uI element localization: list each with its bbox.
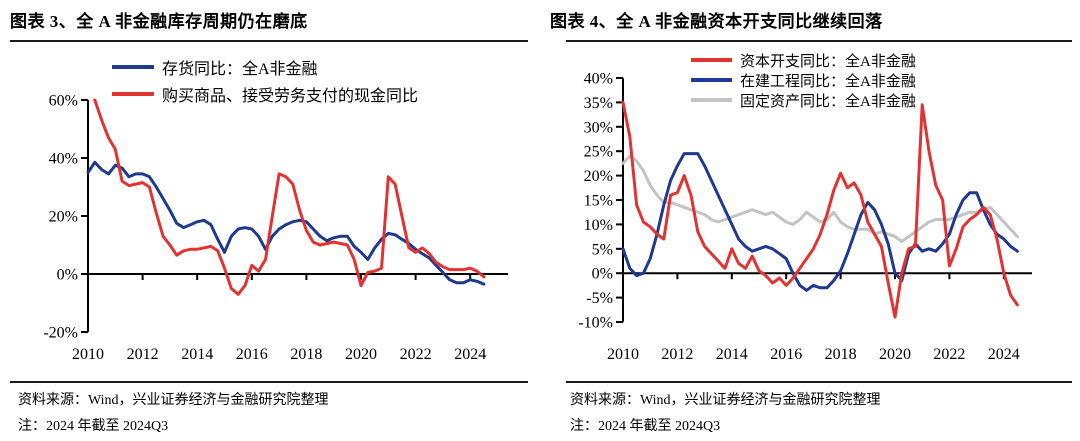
x-axis-tick-label: 2018 (290, 346, 322, 363)
x-axis-tick-label: 2024 (454, 346, 486, 363)
x-axis-tick-label: 2022 (400, 346, 432, 363)
x-axis-tick-label: 2010 (607, 346, 639, 363)
legend-line-swatch (112, 64, 154, 69)
footer-divider (10, 381, 528, 383)
x-axis-tick-label: 2014 (181, 346, 213, 363)
figure-3-line-chart: 60% 40% 20% 0% -20% 2010 2012 2014 2016 2018 2020 2… (43, 93, 508, 363)
x-axis-tick-label: 2020 (879, 346, 911, 363)
note-line: 注：2024 年截至 2024Q3 (570, 419, 721, 434)
footer-divider (566, 381, 1072, 383)
y-axis-tick-label: 0% (57, 267, 78, 284)
y-axis-tick-label: 20% (584, 168, 613, 185)
legend-line-swatch (691, 58, 732, 62)
legend-item: 固定资产同比：全A非金融 (691, 90, 916, 110)
y-axis-tick-label: 10% (584, 217, 613, 234)
y-axis-tick-label: 30% (584, 119, 613, 136)
figure-4-line-chart: 40% 35% 30% 25% 20% 15% 10% 5% 0% -5% -10% 2010 2012… (578, 71, 1032, 363)
title-divider (566, 40, 1072, 42)
y-axis-tick-label: -20% (43, 325, 78, 342)
figure-4-panel: 图表 4、全 A 非金融资本开支同比继续回落 40% 35% 30% 25% 20% 15… (540, 0, 1080, 441)
figure-3-title: 图表 3、全 A 非金融库存周期仍在磨底 (10, 12, 308, 31)
figure-3-panel: 图表 3、全 A 非金融库存周期仍在磨底 60% 40% 20% 0% -20% 2010… (10, 12, 528, 434)
y-axis-tick-label: 40% (584, 71, 613, 88)
legend-item: 在建工程同比：全A非金融 (691, 70, 916, 90)
axes (616, 77, 1032, 323)
legend-label: 在建工程同比：全A非金融 (740, 73, 916, 90)
series-line (93, 98, 486, 296)
legend-label: 固定资产同比：全A非金融 (740, 93, 916, 110)
x-axis-tick-label: 2012 (127, 346, 159, 363)
y-axis-tick-label: 15% (584, 193, 613, 210)
series-line (621, 152, 1019, 292)
x-axis-tick-label: 2018 (825, 346, 857, 363)
figure-3-legend: 存货同比：全A非金融购买商品、接受劳务支付的现金同比 (112, 53, 418, 107)
legend-label: 购买商品、接受劳务支付的现金同比 (162, 87, 419, 105)
note-line: 注：2024 年截至 2024Q3 (18, 419, 169, 434)
x-axis-tick-label: 2016 (770, 346, 802, 363)
series-line (86, 160, 486, 286)
axes (81, 99, 508, 333)
source-line: 资料来源：Wind，兴业证券经济与金融研究院整理 (570, 393, 881, 408)
legend-item: 购买商品、接受劳务支付的现金同比 (112, 80, 418, 107)
series-line (621, 100, 1019, 319)
y-axis-tick-label: 60% (49, 93, 78, 110)
legend-label: 存货同比：全A非金融 (162, 60, 318, 78)
legend-item: 资本开支同比：全A非金融 (691, 50, 916, 70)
x-axis-tick-label: 2020 (345, 346, 377, 363)
y-axis-tick-label: 25% (584, 144, 613, 161)
x-axis-tick-label: 2010 (72, 346, 104, 363)
figure-4-legend: 资本开支同比：全A非金融 在建工程同比：全A非金融 固定资产同比：全A非金融 (691, 50, 916, 110)
y-axis-tick-label: 35% (584, 95, 613, 112)
legend-line-swatch (691, 98, 732, 102)
x-axis-tick-label: 2016 (236, 346, 268, 363)
legend-label: 资本开支同比：全A非金融 (740, 53, 916, 70)
x-axis-tick-label: 2012 (661, 346, 693, 363)
y-axis-tick-label: 0% (592, 266, 613, 283)
y-axis-tick-label: 20% (49, 209, 78, 226)
legend-item: 存货同比：全A非金融 (112, 53, 418, 80)
series-line (621, 154, 1019, 243)
x-axis-tick-label: 2014 (716, 346, 748, 363)
y-axis-tick-label: -10% (578, 315, 613, 332)
legend-line-swatch (691, 78, 732, 82)
x-axis-tick-label: 2022 (933, 346, 965, 363)
y-axis-tick-label: -5% (586, 290, 613, 307)
y-axis-tick-label: 5% (592, 241, 613, 258)
y-axis-tick-label: 40% (49, 151, 78, 168)
source-line: 资料来源：Wind，兴业证券经济与金融研究院整理 (18, 393, 329, 408)
legend-line-swatch (112, 91, 154, 96)
x-axis-tick-label: 2024 (988, 346, 1020, 363)
figure-4-title: 图表 4、全 A 非金融资本开支同比继续回落 (550, 12, 883, 31)
title-divider (10, 40, 528, 42)
